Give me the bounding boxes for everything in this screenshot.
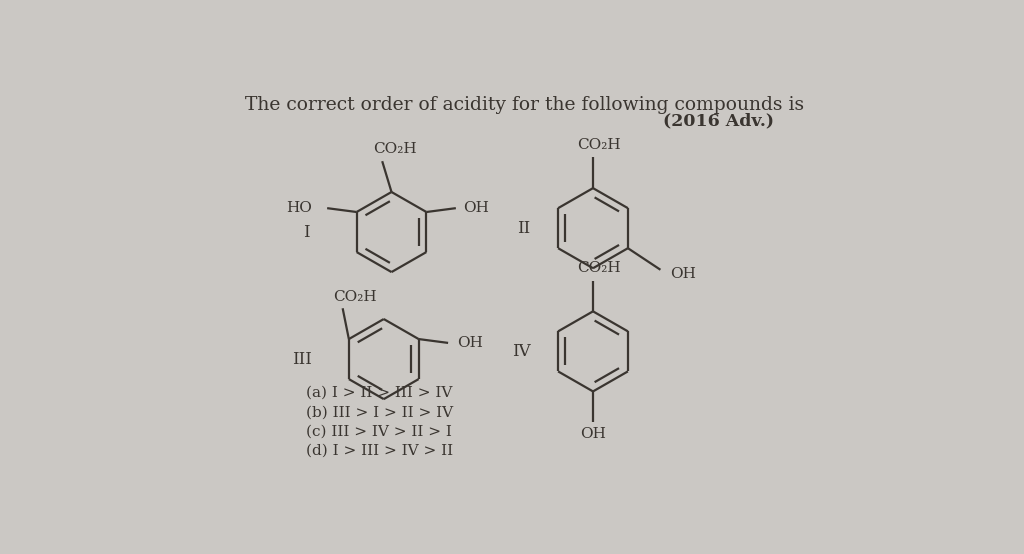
Text: OH: OH	[580, 427, 606, 441]
Text: CO₂H: CO₂H	[374, 142, 417, 156]
Text: OH: OH	[458, 336, 483, 350]
Text: HO: HO	[286, 201, 311, 215]
Text: OH: OH	[464, 201, 489, 215]
Text: (c) III > IV > II > I: (c) III > IV > II > I	[306, 424, 453, 439]
Text: CO₂H: CO₂H	[578, 138, 621, 152]
Text: CO₂H: CO₂H	[333, 290, 377, 304]
Text: (b) III > I > II > IV: (b) III > I > II > IV	[306, 406, 454, 419]
Text: (a) I > II > III > IV: (a) I > II > III > IV	[306, 386, 453, 400]
Text: IV: IV	[512, 343, 531, 360]
Text: (2016 Adv.): (2016 Adv.)	[664, 112, 774, 130]
Text: CO₂H: CO₂H	[578, 261, 621, 275]
Text: The correct order of acidity for the following compounds is: The correct order of acidity for the fol…	[245, 96, 805, 114]
Text: III: III	[293, 351, 312, 368]
Text: OH: OH	[671, 268, 696, 281]
Text: I: I	[303, 223, 309, 240]
Text: II: II	[517, 220, 529, 237]
Text: (d) I > III > IV > II: (d) I > III > IV > II	[306, 444, 454, 458]
